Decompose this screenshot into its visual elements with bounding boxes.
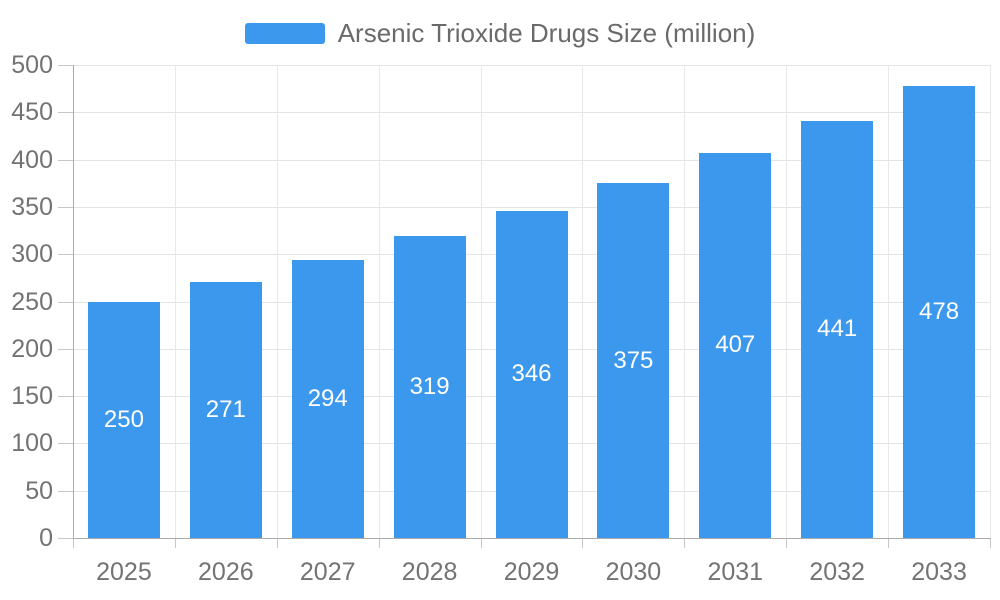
x-gridline bbox=[277, 65, 278, 538]
x-axis-tick bbox=[684, 539, 685, 548]
x-axis-tick bbox=[73, 539, 74, 548]
bar-2027 bbox=[291, 259, 364, 538]
y-axis-tick-label: 350 bbox=[11, 192, 53, 221]
y-axis-tick bbox=[58, 112, 73, 114]
x-axis-tick bbox=[481, 539, 482, 548]
x-axis-tick-label: 2031 bbox=[707, 558, 764, 586]
y-axis-line bbox=[73, 65, 74, 548]
bar-2033 bbox=[903, 85, 976, 538]
y-gridline bbox=[74, 159, 990, 161]
y-axis-tick bbox=[58, 254, 73, 256]
x-gridline bbox=[786, 65, 787, 538]
x-gridline bbox=[379, 65, 380, 538]
y-axis-tick-label: 500 bbox=[11, 51, 53, 79]
bar-2030 bbox=[597, 183, 670, 538]
y-axis-tick-label: 50 bbox=[25, 476, 53, 505]
y-axis-tick bbox=[58, 396, 73, 398]
bar-2029 bbox=[495, 210, 568, 538]
bar-2025 bbox=[87, 301, 160, 538]
x-axis-tick-label: 2032 bbox=[809, 558, 865, 586]
y-axis-tick-label: 100 bbox=[11, 429, 53, 458]
y-axis-tick-label: 150 bbox=[11, 382, 53, 411]
x-gridline bbox=[175, 65, 176, 538]
x-axis-tick bbox=[786, 539, 787, 548]
x-axis-tick-label: 2029 bbox=[503, 558, 560, 586]
y-gridline bbox=[74, 65, 990, 66]
x-axis-tick-label: 2027 bbox=[299, 558, 356, 586]
y-axis-tick bbox=[58, 538, 73, 539]
x-axis-tick bbox=[990, 539, 991, 548]
legend-label: Arsenic Trioxide Drugs Size (million) bbox=[337, 17, 756, 48]
x-axis-tick-label: 2026 bbox=[198, 558, 254, 586]
x-axis-tick bbox=[277, 539, 278, 548]
x-axis-tick-label: 2028 bbox=[401, 558, 458, 586]
bar-2031 bbox=[699, 152, 772, 538]
x-gridline bbox=[582, 65, 583, 538]
y-axis-tick bbox=[58, 206, 73, 208]
x-axis-tick bbox=[175, 539, 176, 548]
x-gridline bbox=[481, 65, 482, 538]
y-axis-tick-label: 250 bbox=[11, 287, 53, 316]
bar-2026 bbox=[189, 281, 262, 538]
y-axis-tick-label: 450 bbox=[11, 98, 53, 127]
y-axis-tick bbox=[58, 159, 73, 161]
x-axis-tick bbox=[582, 539, 583, 548]
x-axis-line bbox=[73, 538, 991, 539]
y-gridline bbox=[74, 206, 990, 208]
legend-item[interactable]: Arsenic Trioxide Drugs Size (million) bbox=[0, 17, 1000, 48]
legend-marker-swatch bbox=[244, 22, 325, 44]
y-axis-tick bbox=[58, 65, 73, 66]
x-axis-tick-label: 2030 bbox=[605, 558, 662, 586]
x-gridline bbox=[888, 65, 889, 538]
x-axis-tick-label: 2033 bbox=[911, 558, 967, 586]
y-axis-tick-label: 400 bbox=[11, 145, 53, 174]
x-axis-tick bbox=[379, 539, 380, 548]
bar-2032 bbox=[801, 120, 874, 538]
y-axis-tick-label: 300 bbox=[11, 240, 53, 269]
bar-2028 bbox=[393, 236, 466, 538]
y-axis-tick-label: 200 bbox=[11, 334, 53, 363]
y-axis-tick-label: 0 bbox=[39, 524, 53, 552]
y-gridline bbox=[74, 112, 990, 114]
y-axis-tick bbox=[58, 348, 73, 350]
plot-area: 250 271 294 319 346 375 407 441 478 bbox=[58, 65, 991, 548]
y-axis-tick bbox=[58, 490, 73, 492]
x-axis-tick-label: 2025 bbox=[96, 558, 152, 586]
y-axis-tick bbox=[58, 443, 73, 445]
x-axis-tick bbox=[888, 539, 889, 548]
x-gridline bbox=[990, 65, 991, 538]
y-axis-tick bbox=[58, 301, 73, 303]
x-gridline bbox=[684, 65, 685, 538]
